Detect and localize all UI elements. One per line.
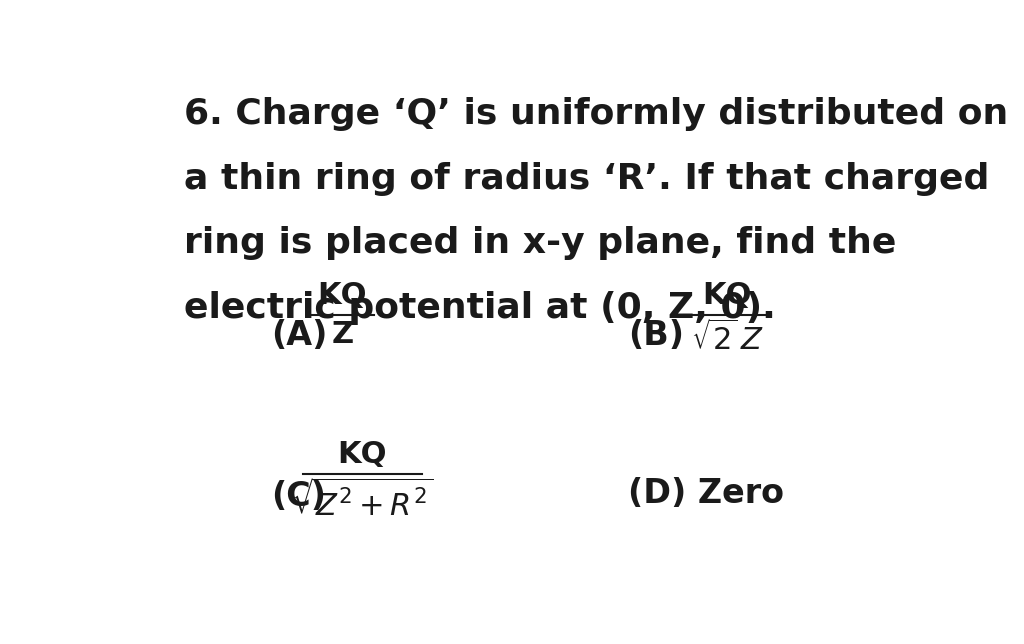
Text: (C): (C) — [270, 480, 326, 513]
Text: electric potential at (0, Z, 0).: electric potential at (0, Z, 0). — [183, 290, 775, 325]
Text: KQ: KQ — [702, 281, 752, 310]
Text: a thin ring of radius ‘R’. If that charged: a thin ring of radius ‘R’. If that charg… — [183, 162, 989, 196]
Text: (D) Zero: (D) Zero — [628, 477, 784, 510]
Text: (A): (A) — [270, 319, 328, 352]
Text: $\sqrt{2}\,Z$: $\sqrt{2}\,Z$ — [691, 320, 764, 356]
Text: 6. Charge ‘Q’ is uniformly distributed on: 6. Charge ‘Q’ is uniformly distributed o… — [183, 97, 1008, 131]
Text: $\sqrt{Z^2+R^2}$: $\sqrt{Z^2+R^2}$ — [291, 479, 433, 522]
Text: ring is placed in x-y plane, find the: ring is placed in x-y plane, find the — [183, 226, 896, 260]
Text: KQ: KQ — [337, 440, 387, 469]
Text: Z: Z — [331, 320, 353, 349]
Text: (B): (B) — [628, 319, 684, 352]
Text: KQ: KQ — [317, 281, 367, 310]
